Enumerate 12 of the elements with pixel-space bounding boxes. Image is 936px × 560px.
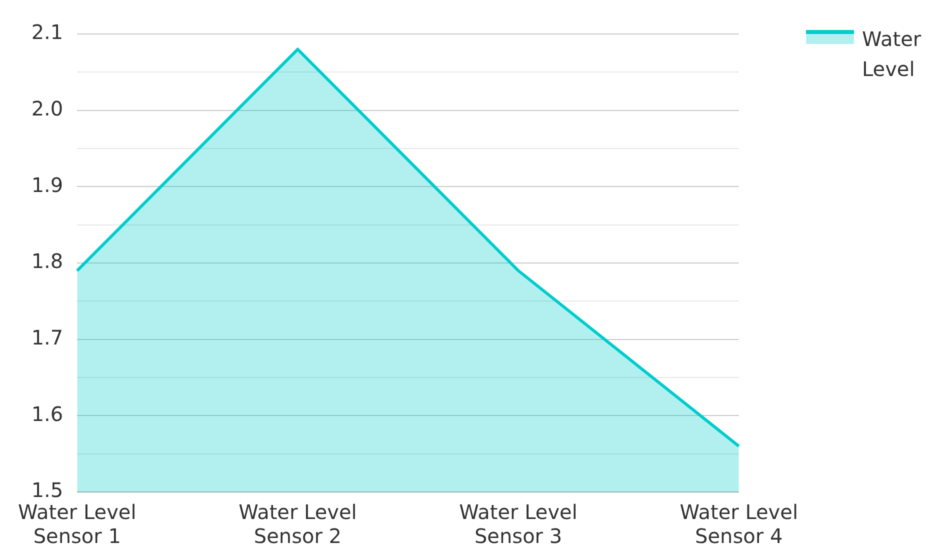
- y-tick-label: 1.9: [31, 172, 64, 197]
- x-tick-label: Water Level Sensor 2: [238, 500, 357, 548]
- y-tick-label: 2.1: [31, 20, 64, 44]
- y-tick-label: 1.8: [31, 249, 64, 274]
- x-tick-label: Water Level Sensor 3: [459, 500, 578, 548]
- legend-label: Water Level: [862, 26, 922, 83]
- x-tick-label: Water Level Sensor 4: [680, 500, 798, 548]
- y-tick-label: 1.7: [31, 326, 64, 350]
- x-tick-label: Water Level Sensor 1: [18, 500, 136, 548]
- y-tick-label: 2.0: [31, 96, 64, 121]
- y-tick-label: 1.5: [31, 478, 64, 502]
- y-tick-label: 1.6: [31, 402, 64, 426]
